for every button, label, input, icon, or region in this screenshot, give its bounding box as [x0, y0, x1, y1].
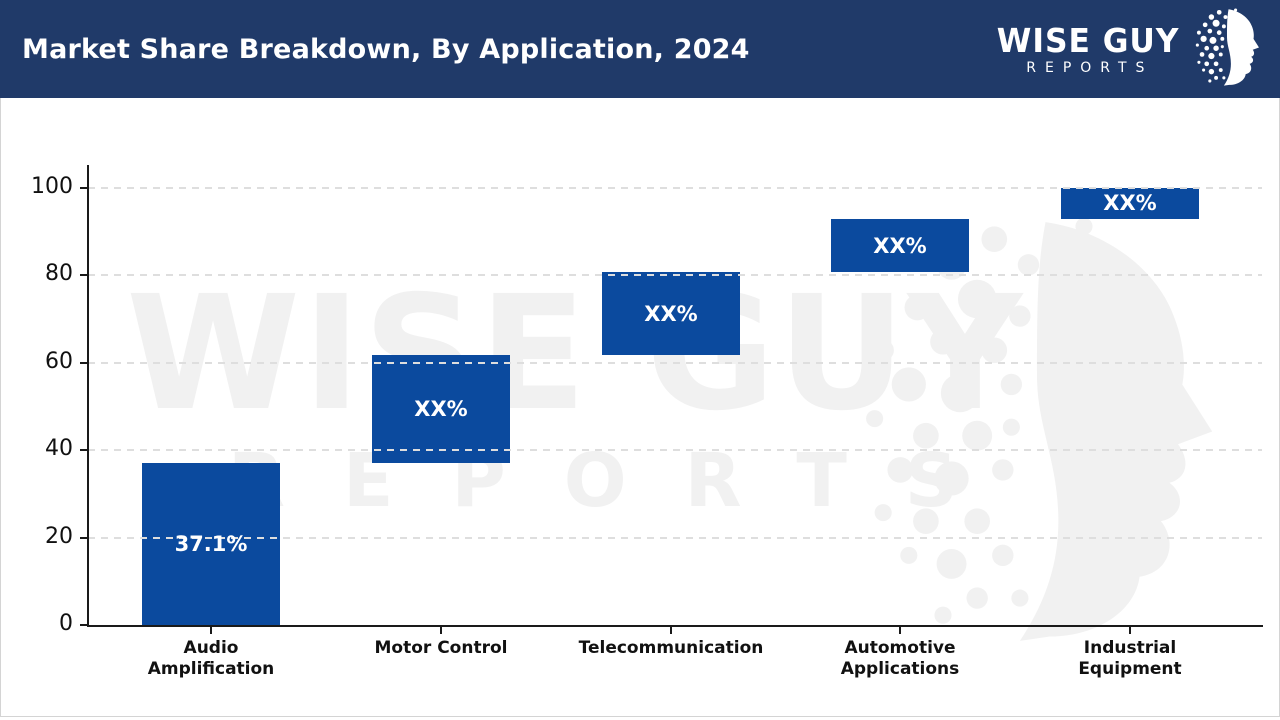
- y-tick-label-40: 40: [45, 436, 73, 461]
- x-tick-mark-industrial-equipment: [1129, 627, 1131, 634]
- y-tick-mark-0: [80, 624, 88, 626]
- y-tick-label-80: 80: [45, 261, 73, 286]
- header-bar: Market Share Breakdown, By Application, …: [0, 0, 1280, 98]
- x-axis-label-line: Automotive: [844, 638, 956, 658]
- x-axis-label-telecommunication: Telecommunication: [551, 638, 791, 659]
- frame-border-bottom: [0, 716, 1280, 717]
- x-axis-label-line: Applications: [840, 659, 960, 679]
- y-tick-label-20: 20: [45, 523, 73, 549]
- x-axis-label-industrial-equipment: Industrial Equipment: [1010, 638, 1250, 680]
- bar-value-label-motor-control: XX%: [414, 396, 468, 421]
- gridline-60: [88, 361, 1262, 364]
- frame-border-left: [0, 98, 1, 717]
- bar-value-label-automotive-applications: XX%: [873, 233, 927, 258]
- wise-guy-logo: WISE GUY REPORTS: [992, 6, 1266, 92]
- y-tick-mark-80: [80, 274, 88, 276]
- x-tick-mark-telecommunication: [670, 627, 672, 634]
- x-axis-label-audio-amplification: Audio Amplification: [91, 638, 331, 680]
- x-axis-label-line: Audio: [183, 638, 239, 658]
- y-tick-mark-20: [80, 536, 88, 539]
- bar-automotive-applications: [831, 219, 969, 273]
- y-tick-mark-60: [80, 361, 88, 364]
- x-tick-mark-audio-amplification: [210, 627, 212, 634]
- x-axis-label-line: Motor Control: [374, 638, 508, 658]
- y-tick-mark-40: [80, 449, 88, 451]
- x-axis-line: [87, 625, 1263, 627]
- y-tick-label-0: 0: [59, 611, 73, 636]
- x-axis-label-line: Telecommunication: [578, 638, 764, 658]
- logo-brand-name: WISE GUY: [996, 20, 1180, 60]
- bar-value-label-telecommunication: XX%: [644, 301, 698, 326]
- watermark-subtitle-text: REPORTS: [228, 438, 1017, 524]
- x-axis-label-automotive-applications: Automotive Applications: [780, 638, 1020, 680]
- bar-value-label-industrial-equipment: XX%: [1103, 191, 1157, 216]
- y-axis-line: [87, 165, 89, 627]
- x-axis-label-line: Equipment: [1078, 659, 1182, 679]
- gridline-40: [88, 449, 1262, 451]
- page-title: Market Share Breakdown, By Application, …: [22, 33, 750, 65]
- bar-audio-amplification: [142, 462, 280, 625]
- gridline-80: [88, 274, 1262, 276]
- y-tick-label-100: 100: [31, 173, 73, 199]
- x-axis-label-line: Industrial: [1083, 638, 1177, 658]
- gridline-100: [88, 186, 1262, 189]
- x-tick-mark-automotive-applications: [899, 627, 901, 634]
- y-tick-label-60: 60: [45, 348, 73, 374]
- bar-telecommunication: [602, 272, 740, 356]
- bar-motor-control: [372, 355, 510, 463]
- y-tick-mark-100: [80, 186, 88, 189]
- x-axis-label-motor-control: Motor Control: [321, 638, 561, 659]
- wise-guy-face-icon: [1195, 8, 1259, 86]
- x-axis-label-line: Amplification: [147, 659, 275, 679]
- logo-brand-subtitle: REPORTS: [1026, 59, 1154, 76]
- gridline-20: [88, 536, 1262, 539]
- logo-text: WISE GUY REPORTS: [992, 24, 1184, 75]
- bar-industrial-equipment: [1061, 187, 1199, 219]
- bar-value-label-audio-amplification: 37.1%: [174, 531, 248, 556]
- x-tick-mark-motor-control: [440, 627, 442, 634]
